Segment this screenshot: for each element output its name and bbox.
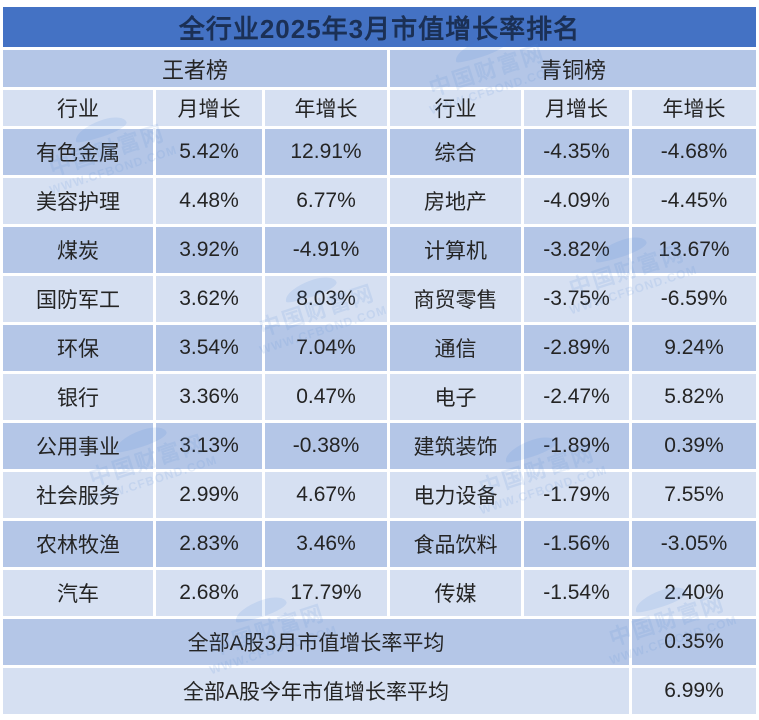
table-title: 全行业2025年3月市值增长率排名	[3, 7, 756, 47]
year-growth-cell: 2.40%	[632, 570, 756, 616]
industry-cell: 有色金属	[3, 129, 153, 175]
month-growth-cell: 3.92%	[156, 227, 262, 273]
industry-cell: 电力设备	[390, 472, 521, 518]
month-growth-cell: -2.47%	[524, 374, 629, 420]
footer-label-ytd-average: 全部A股今年市值增长率平均	[3, 668, 629, 714]
industry-cell: 美容护理	[3, 178, 153, 224]
year-growth-cell: 7.04%	[265, 325, 387, 371]
month-growth-cell: -1.79%	[524, 472, 629, 518]
industry-cell: 汽车	[3, 570, 153, 616]
month-growth-cell: 4.48%	[156, 178, 262, 224]
month-growth-cell: 2.83%	[156, 521, 262, 567]
left-col-year-growth: 年增长	[265, 90, 387, 126]
month-growth-cell: 3.13%	[156, 423, 262, 469]
industry-cell: 农林牧渔	[3, 521, 153, 567]
industry-cell: 国防军工	[3, 276, 153, 322]
industry-cell: 计算机	[390, 227, 521, 273]
industry-cell: 电子	[390, 374, 521, 420]
year-growth-cell: 4.67%	[265, 472, 387, 518]
footer-value-march-average: 0.35%	[632, 619, 756, 665]
industry-cell: 综合	[390, 129, 521, 175]
year-growth-cell: -4.91%	[265, 227, 387, 273]
industry-cell: 传媒	[390, 570, 521, 616]
year-growth-cell: 3.46%	[265, 521, 387, 567]
footer-value-ytd-average: 6.99%	[632, 668, 756, 714]
industry-cell: 银行	[3, 374, 153, 420]
month-growth-cell: -4.35%	[524, 129, 629, 175]
industry-cell: 建筑装饰	[390, 423, 521, 469]
month-growth-cell: -1.89%	[524, 423, 629, 469]
industry-cell: 环保	[3, 325, 153, 371]
month-growth-cell: 2.68%	[156, 570, 262, 616]
right-col-month-growth: 月增长	[524, 90, 629, 126]
year-growth-cell: 7.55%	[632, 472, 756, 518]
year-growth-cell: -3.05%	[632, 521, 756, 567]
year-growth-cell: 13.67%	[632, 227, 756, 273]
year-growth-cell: 17.79%	[265, 570, 387, 616]
industry-cell: 社会服务	[3, 472, 153, 518]
month-growth-cell: 5.42%	[156, 129, 262, 175]
footer-label-march-average: 全部A股3月市值增长率平均	[3, 619, 629, 665]
right-board-header: 青铜榜	[390, 50, 756, 87]
right-col-industry: 行业	[390, 90, 521, 126]
right-col-year-growth: 年增长	[632, 90, 756, 126]
month-growth-cell: 3.54%	[156, 325, 262, 371]
industry-cell: 公用事业	[3, 423, 153, 469]
month-growth-cell: 3.62%	[156, 276, 262, 322]
left-board-header: 王者榜	[3, 50, 387, 87]
year-growth-cell: 6.77%	[265, 178, 387, 224]
month-growth-cell: -1.56%	[524, 521, 629, 567]
year-growth-cell: 8.03%	[265, 276, 387, 322]
year-growth-cell: 9.24%	[632, 325, 756, 371]
year-growth-cell: 0.47%	[265, 374, 387, 420]
month-growth-cell: -4.09%	[524, 178, 629, 224]
month-growth-cell: -1.54%	[524, 570, 629, 616]
left-col-industry: 行业	[3, 90, 153, 126]
year-growth-cell: -4.45%	[632, 178, 756, 224]
year-growth-cell: 0.39%	[632, 423, 756, 469]
year-growth-cell: -0.38%	[265, 423, 387, 469]
year-growth-cell: 12.91%	[265, 129, 387, 175]
month-growth-cell: 3.36%	[156, 374, 262, 420]
left-col-month-growth: 月增长	[156, 90, 262, 126]
industry-cell: 食品饮料	[390, 521, 521, 567]
month-growth-cell: -2.89%	[524, 325, 629, 371]
industry-cell: 通信	[390, 325, 521, 371]
month-growth-cell: 2.99%	[156, 472, 262, 518]
month-growth-cell: -3.82%	[524, 227, 629, 273]
industry-cell: 煤炭	[3, 227, 153, 273]
year-growth-cell: 5.82%	[632, 374, 756, 420]
industry-cell: 房地产	[390, 178, 521, 224]
year-growth-cell: -4.68%	[632, 129, 756, 175]
year-growth-cell: -6.59%	[632, 276, 756, 322]
industry-cell: 商贸零售	[390, 276, 521, 322]
month-growth-cell: -3.75%	[524, 276, 629, 322]
